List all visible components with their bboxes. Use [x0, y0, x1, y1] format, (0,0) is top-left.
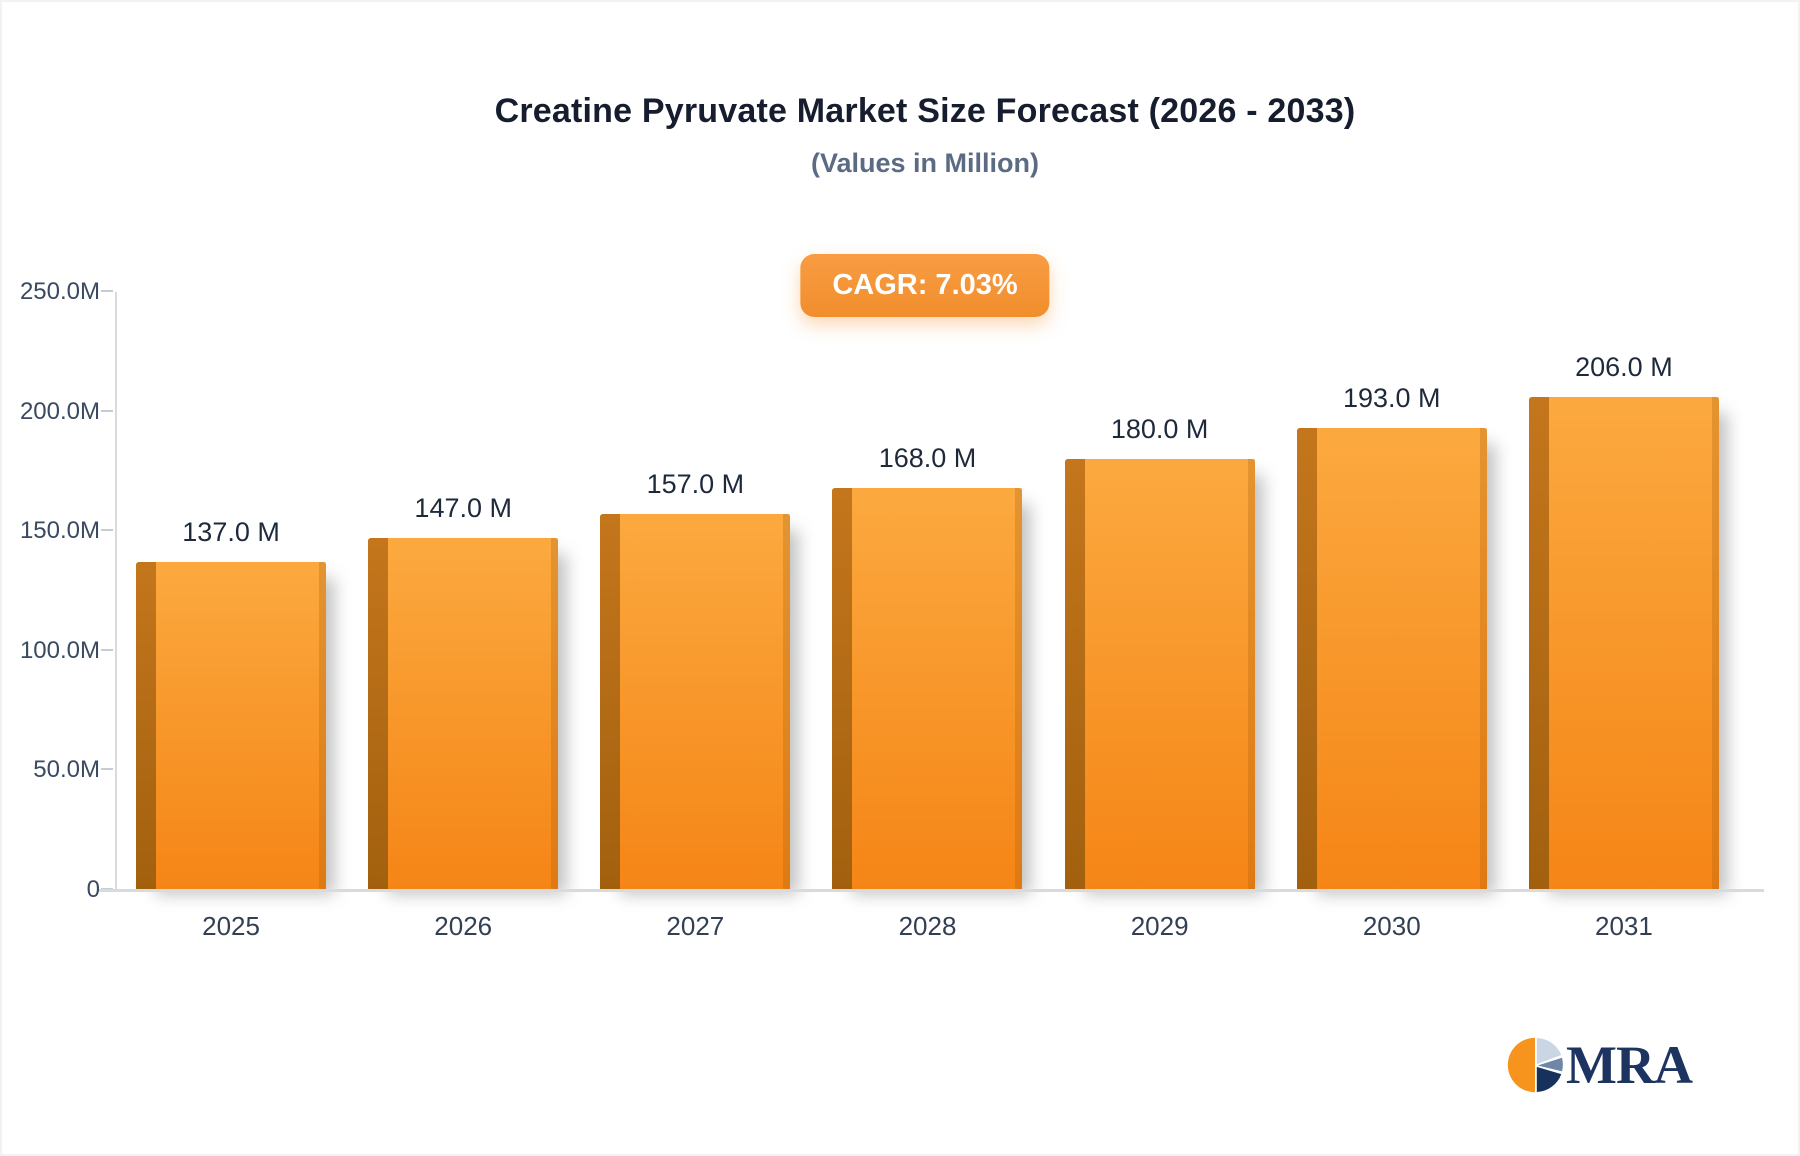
- bar-value-label: 168.0 M: [878, 443, 977, 474]
- x-axis-label: 2031: [1594, 911, 1653, 941]
- cagr-badge: CAGR: 7.03%: [800, 254, 1050, 317]
- bar-value-label: 206.0 M: [1575, 352, 1673, 383]
- y-axis-tick-mark: [101, 888, 113, 890]
- x-axis-label: 2026: [434, 911, 493, 941]
- y-axis-tick-mark: [101, 529, 113, 532]
- x-axis-label: 2025: [202, 911, 260, 941]
- bar-2025: [136, 562, 327, 890]
- y-axis-tick-mark: [101, 648, 113, 651]
- y-axis-tick-mark: [101, 290, 113, 292]
- y-axis-tick-label: 250.0M: [19, 278, 100, 305]
- y-axis-tick-label: 200.0M: [19, 397, 100, 425]
- bar-group: 137.0 M 2025: [115, 292, 347, 941]
- bar-value-label: 147.0 M: [414, 493, 512, 524]
- bar-group: 147.0 M 2026: [347, 292, 579, 941]
- bar-value-label: 193.0 M: [1342, 383, 1441, 414]
- chart-subtitle: (Values in Million): [810, 148, 1040, 178]
- bar-group: 157.0 M 2027: [579, 292, 811, 941]
- y-axis-tick-label: 100.0M: [19, 636, 100, 664]
- bar-2030: [1296, 428, 1487, 890]
- bar-group: 168.0 M 2028: [811, 292, 1043, 941]
- y-axis-tick-mark: [101, 409, 113, 412]
- mra-logo: MRA: [1506, 1035, 1693, 1095]
- bar-value-label: 137.0 M: [182, 517, 280, 548]
- x-axis-label: 2030: [1362, 911, 1421, 941]
- bar-2026: [368, 538, 559, 890]
- bars-row: 137.0 M 2025 147.0 M 2026 157.0 M 2027 168.0 M…: [115, 292, 1740, 941]
- bar-2029: [1064, 459, 1255, 890]
- mra-logo-text: MRA: [1566, 1035, 1693, 1095]
- chart-title: Creatine Pyruvate Market Size Forecast (…: [494, 92, 1356, 130]
- y-axis: 0 50.0M 100.0M 150.0M 200.0M 250.0M: [0, 278, 100, 903]
- y-axis-tick-mark: [101, 768, 113, 771]
- x-axis-label: 2028: [898, 911, 957, 941]
- bar-2031: [1528, 397, 1719, 890]
- bar-group: 206.0 M 2031: [1508, 292, 1740, 941]
- y-axis-tick-label: 50.0M: [33, 756, 100, 784]
- bar-2028: [832, 488, 1023, 890]
- x-axis-label: 2027: [666, 911, 725, 941]
- bar-group: 193.0 M 2030: [1276, 292, 1508, 941]
- mra-logo-icon: [1507, 1037, 1563, 1093]
- plot-area: 137.0 M 2025 147.0 M 2026 157.0 M 2027 168.0 M…: [99, 290, 1764, 941]
- bar-2027: [600, 514, 791, 890]
- y-axis-tick-label: 0: [86, 876, 100, 903]
- bar-group: 180.0 M 2029: [1044, 292, 1276, 941]
- bar-value-label: 180.0 M: [1110, 414, 1209, 445]
- y-axis-tick-label: 150.0M: [19, 517, 100, 545]
- x-axis-label: 2029: [1130, 911, 1189, 941]
- bar-value-label: 157.0 M: [646, 469, 745, 500]
